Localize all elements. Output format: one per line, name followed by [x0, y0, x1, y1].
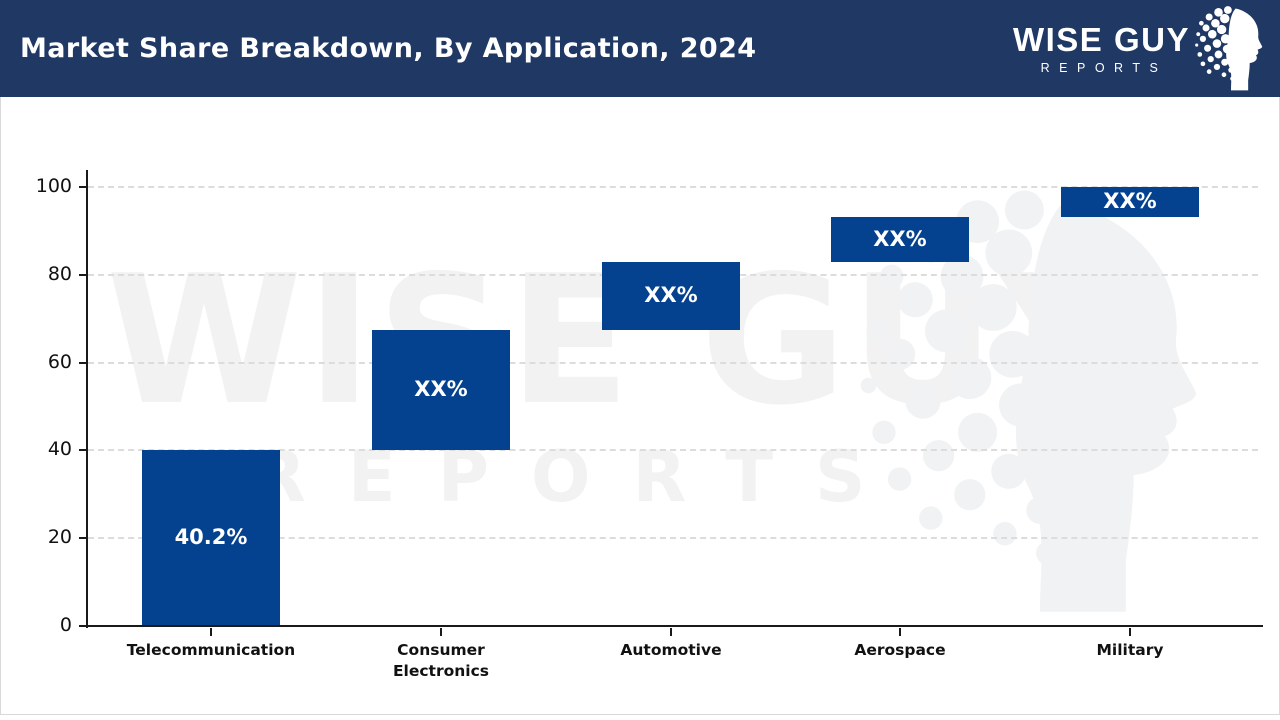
y-tick-mark — [79, 186, 88, 188]
logo-subtitle: REPORTS — [1040, 60, 1168, 75]
header: Market Share Breakdown, By Application, … — [0, 0, 1280, 97]
gridline-100 — [88, 186, 1258, 188]
bar-consumer-electronics: XX% — [372, 329, 510, 450]
bar-value-label: XX% — [873, 226, 927, 251]
watermark-subtitle: REPORTS — [252, 436, 908, 518]
y-tick-mark — [79, 361, 88, 364]
y-axis-line — [86, 170, 88, 628]
gridline-20 — [88, 537, 1258, 540]
y-axis-tick-label: 0 — [59, 614, 72, 636]
logo-face-icon — [1195, 5, 1263, 90]
bar-value-label: XX% — [414, 377, 468, 402]
y-axis-tick-label: 20 — [47, 526, 72, 549]
x-axis-line — [86, 625, 1263, 627]
brand-logo: WISE GUY REPORTS — [1013, 5, 1270, 92]
x-axis-tick-label: Automotive — [620, 641, 722, 659]
brand-logo-text: WISE GUY REPORTS — [1013, 23, 1190, 75]
bar-automotive: XX% — [602, 261, 740, 330]
y-axis-tick-label: 40 — [47, 438, 72, 461]
y-axis-tick-label: 80 — [47, 262, 72, 285]
y-tick-mark — [79, 625, 88, 627]
x-tick-mark — [210, 628, 212, 636]
x-axis-tick-label: Telecommunication — [126, 641, 296, 659]
bar-value-label: XX% — [644, 283, 698, 308]
y-axis-tick-label: 100 — [35, 175, 72, 197]
x-axis-tick-label: Aerospace — [854, 641, 946, 659]
bar-aerospace: XX% — [831, 216, 969, 262]
bar-value-label: 40.2% — [174, 525, 248, 550]
logo-wordmark: WISE GUY — [1012, 20, 1190, 58]
x-tick-mark — [670, 628, 672, 636]
y-tick-mark — [79, 449, 88, 452]
bar-military: XX% — [1061, 187, 1199, 217]
gridline-40 — [88, 449, 1258, 452]
x-axis-tick-label: Consumer Electronics — [392, 641, 490, 680]
page-title: Market Share Breakdown, By Application, … — [20, 32, 757, 64]
x-tick-mark — [899, 628, 901, 636]
bar-telecommunication: 40.2% — [142, 449, 280, 626]
x-tick-mark — [440, 628, 442, 636]
x-tick-mark — [1129, 628, 1131, 636]
y-tick-mark — [79, 273, 88, 276]
y-tick-mark — [79, 537, 88, 540]
y-axis-tick-label: 60 — [47, 350, 72, 373]
x-axis-tick-label: Military — [1096, 641, 1164, 659]
bar-value-label: XX% — [1103, 189, 1157, 214]
gridline-60 — [88, 361, 1258, 364]
